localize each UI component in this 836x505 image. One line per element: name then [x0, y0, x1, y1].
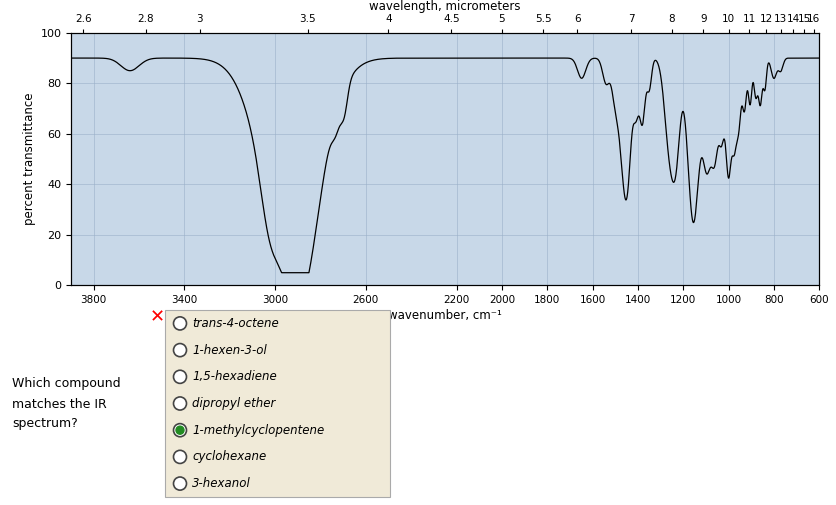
FancyBboxPatch shape	[165, 310, 390, 497]
X-axis label: wavenumber, cm⁻¹: wavenumber, cm⁻¹	[388, 309, 502, 322]
Text: cyclohexane: cyclohexane	[192, 450, 266, 464]
Circle shape	[174, 477, 186, 490]
Text: 3-hexanol: 3-hexanol	[192, 477, 251, 490]
Circle shape	[174, 450, 186, 464]
X-axis label: wavelength, micrometers: wavelength, micrometers	[370, 0, 521, 13]
Circle shape	[174, 370, 186, 383]
Circle shape	[174, 343, 186, 357]
Circle shape	[174, 424, 186, 437]
Text: 1-methylcyclopentene: 1-methylcyclopentene	[192, 424, 324, 437]
Circle shape	[174, 317, 186, 330]
Y-axis label: percent transmittance: percent transmittance	[23, 93, 36, 225]
Text: dipropyl ether: dipropyl ether	[192, 397, 275, 410]
Text: 1-hexen-3-ol: 1-hexen-3-ol	[192, 343, 267, 357]
Text: ✕: ✕	[150, 308, 165, 326]
Text: trans-4-octene: trans-4-octene	[192, 317, 278, 330]
Text: Which compound
matches the IR
spectrum?: Which compound matches the IR spectrum?	[12, 378, 120, 430]
Text: 1,5-hexadiene: 1,5-hexadiene	[192, 370, 277, 383]
Circle shape	[174, 397, 186, 410]
Circle shape	[176, 426, 184, 434]
